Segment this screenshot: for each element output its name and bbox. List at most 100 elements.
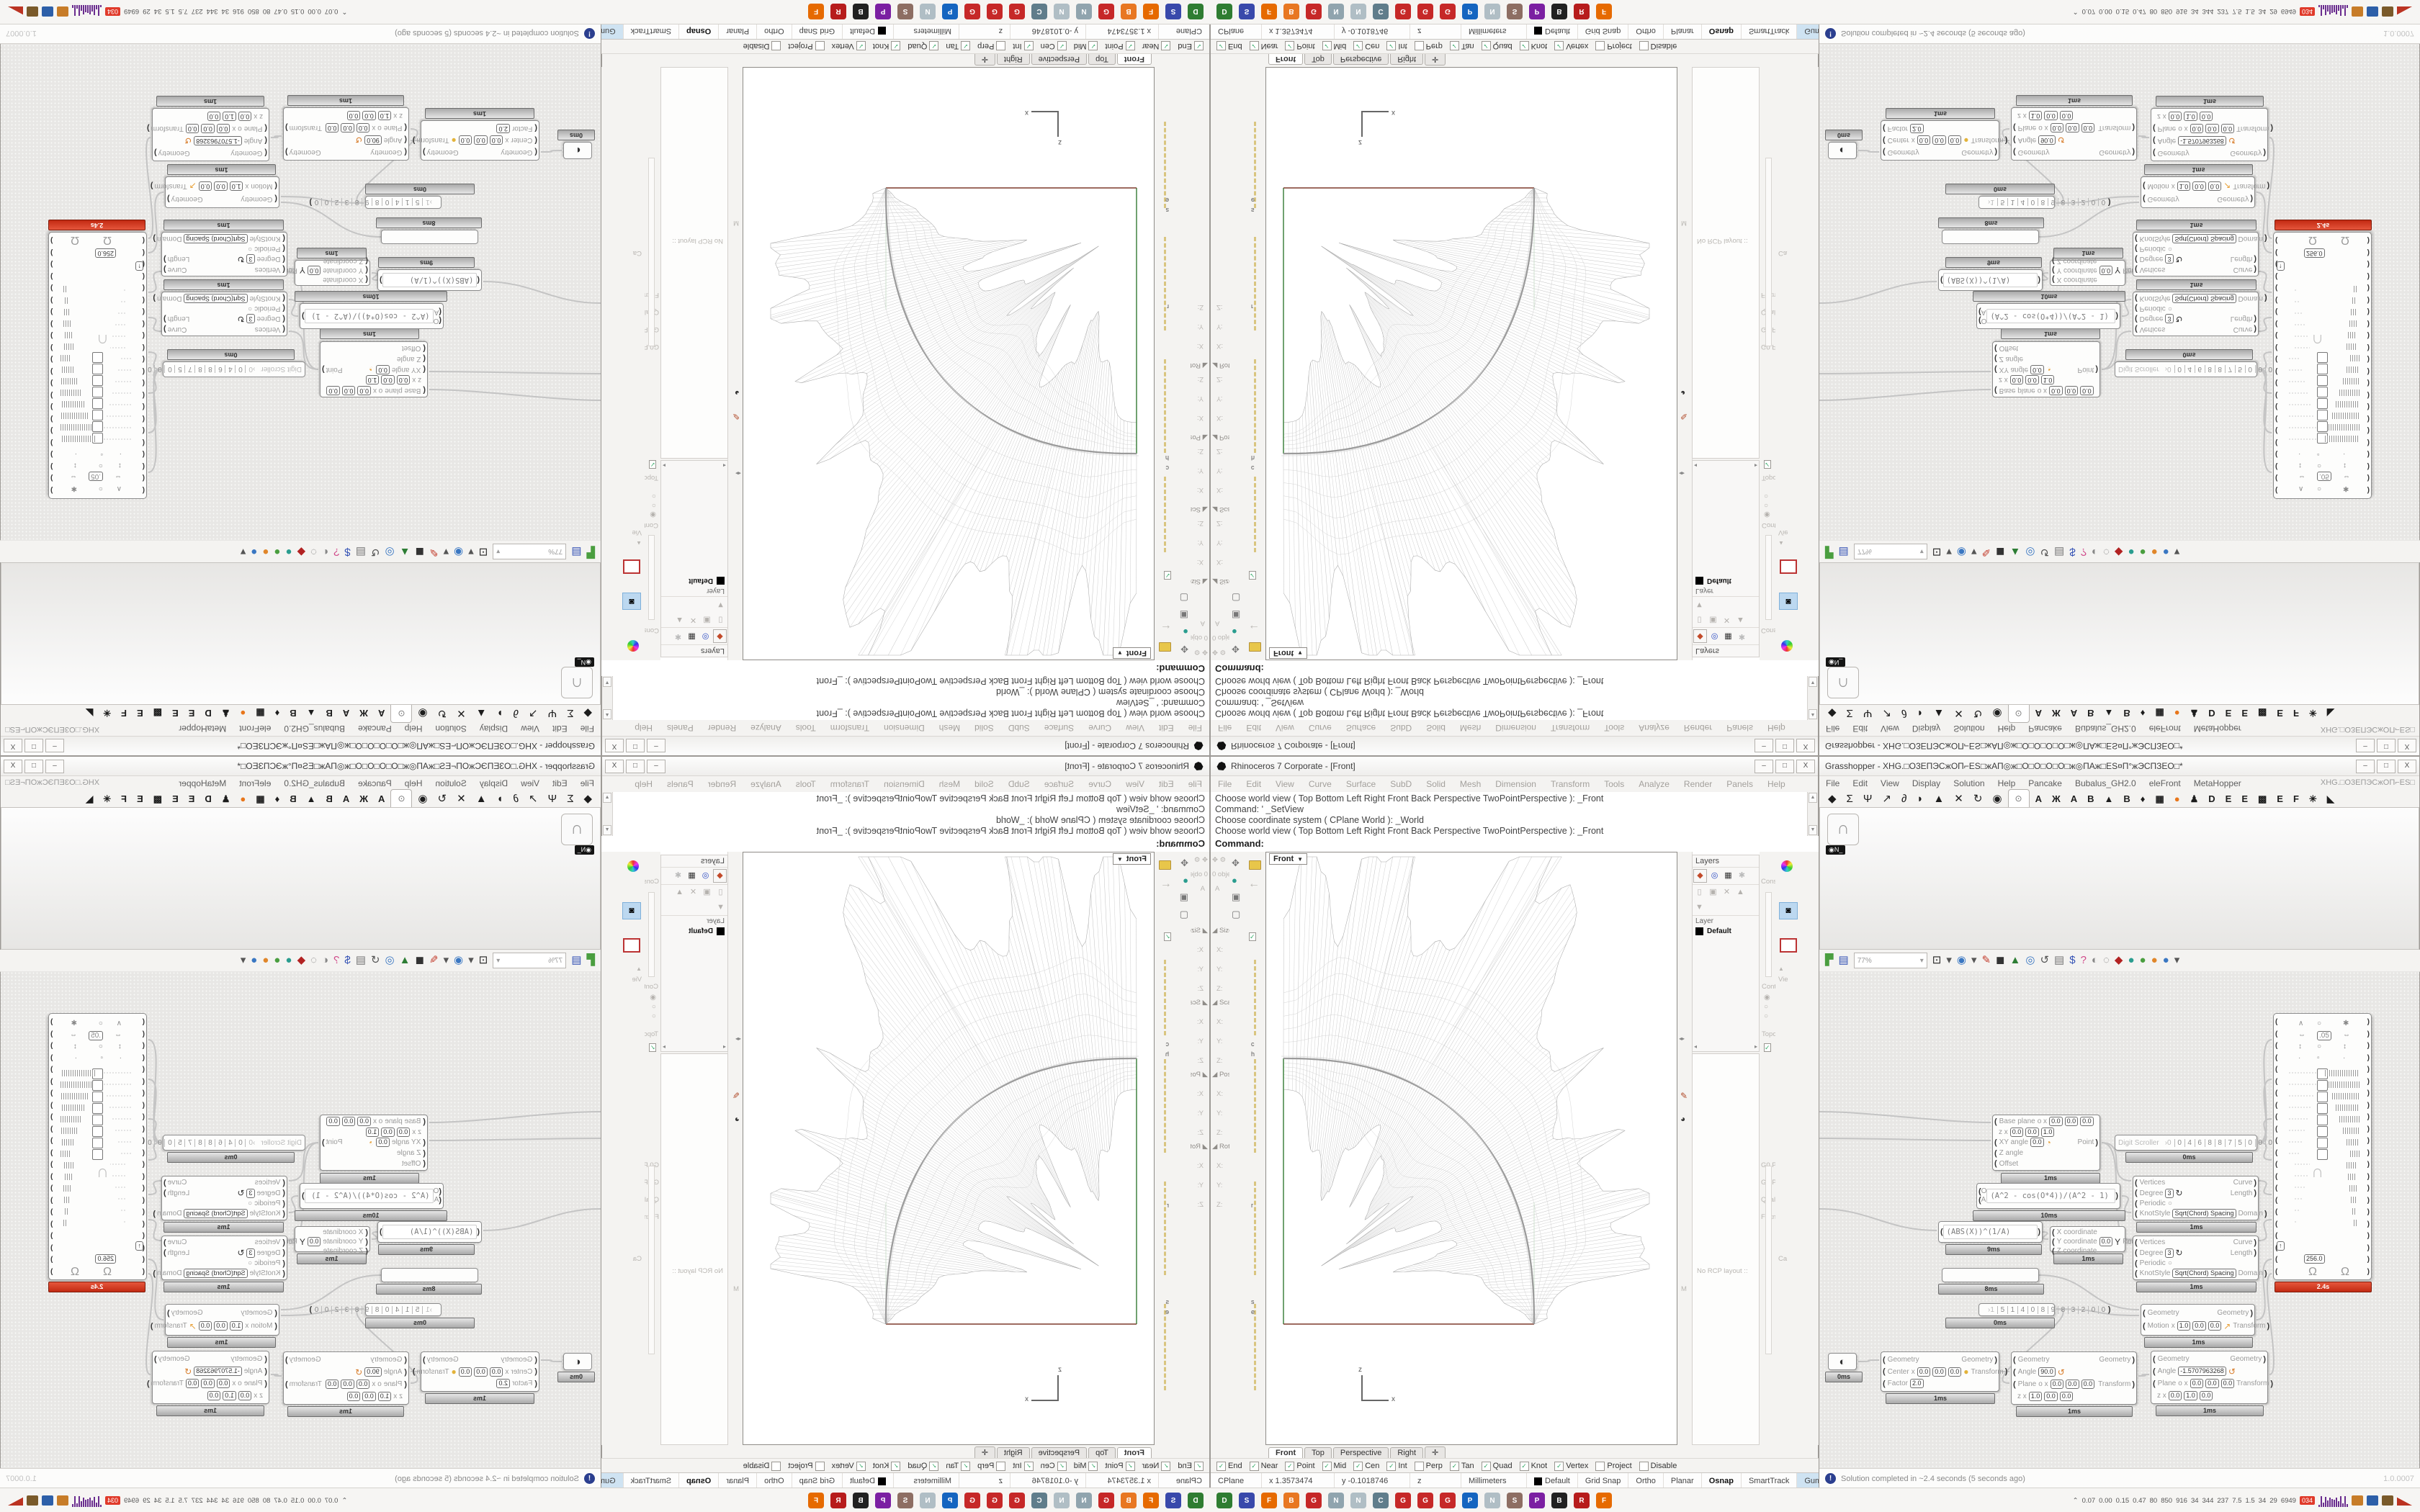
palette-component-icon[interactable]: ∩ xyxy=(561,814,593,845)
rotate-component-2[interactable]: (Geometry Geometry)(Angle -1.5707963268 ↺ (… xyxy=(147,108,269,161)
obj-axes-icon[interactable]: ▲ xyxy=(2009,546,2021,558)
digit-cell[interactable]: 3 xyxy=(2067,1305,2078,1314)
osnap-checkbox-mid[interactable]: ✓ xyxy=(1088,41,1098,51)
gh-plugin-tab[interactable]: A xyxy=(378,708,385,719)
save-file-icon[interactable]: ▤ xyxy=(571,546,582,558)
layers-tool-icon[interactable]: ▯ xyxy=(718,616,723,624)
digit-cell[interactable]: 8 xyxy=(2057,198,2068,207)
status-toggle-smarttrack[interactable]: SmartTrack xyxy=(1742,1473,1798,1489)
help-box-icon[interactable]: ? xyxy=(333,954,340,966)
ellipsoid-teal-icon[interactable]: ● xyxy=(2128,954,2135,966)
layers-tool-icon[interactable]: ▲ xyxy=(1736,616,1744,624)
menu-item[interactable]: Surface xyxy=(1345,723,1376,733)
gh-plugin-tab[interactable]: B xyxy=(326,708,333,719)
value-field[interactable]: 0.0 xyxy=(2044,111,2058,121)
window-button[interactable]: X xyxy=(4,739,22,753)
value-field[interactable]: 1.0 xyxy=(223,1390,236,1400)
osnap-checkbox-project[interactable] xyxy=(1595,41,1605,51)
taskbar-icon-gear-red[interactable]: G xyxy=(1395,4,1411,19)
menu-item[interactable]: Analyze xyxy=(1639,779,1670,789)
viewport-tab-top[interactable]: Top xyxy=(1088,1447,1116,1458)
menu-item[interactable]: Tools xyxy=(1604,779,1625,789)
menu-item[interactable]: Dimension xyxy=(884,723,925,733)
construct-point[interactable]: (X coordinate (Y coordinate0.0YPoint)(Z … xyxy=(2050,1226,2143,1256)
osnap-checkbox-vertex[interactable]: ✓ xyxy=(1554,1461,1564,1471)
value-field[interactable]: 0.0 xyxy=(381,1127,395,1137)
taskbar-icon-purple-app[interactable]: P xyxy=(875,4,891,19)
caret-icon[interactable]: ▾ xyxy=(1971,954,1977,966)
checkbox[interactable] xyxy=(92,387,103,397)
gh-plugin-tab[interactable]: B xyxy=(2087,793,2094,804)
scroll-arrows[interactable]: ◂▸ xyxy=(735,470,741,477)
value-field[interactable]: 0.0 xyxy=(2050,122,2064,132)
gh-menu-item[interactable]: Edit xyxy=(552,724,568,734)
osnap-checkbox-cen[interactable]: ✓ xyxy=(1353,41,1363,51)
menu-item[interactable]: Analyze xyxy=(750,779,781,789)
layers-tab-icons[interactable]: ◆ ◎ ▦ ✱ xyxy=(1693,627,1759,644)
palette-component-icon[interactable]: ∩ xyxy=(1827,667,1859,698)
digit-cell[interactable]: 9 xyxy=(2047,1305,2058,1314)
osnap-checkbox-mid[interactable]: ✓ xyxy=(1322,41,1332,51)
gh-menu-item[interactable]: MetaHopper xyxy=(2193,778,2241,788)
gh-menu-item[interactable]: Solution xyxy=(1953,724,1985,734)
folder-icon[interactable] xyxy=(1159,860,1171,870)
taskbar-icon-notepad[interactable]: N xyxy=(920,1493,936,1508)
back-arrow-icon[interactable]: ← xyxy=(1160,622,1172,634)
value-field[interactable]: 0.0 xyxy=(2099,1237,2113,1246)
checkbox[interactable] xyxy=(2317,1115,2328,1125)
back-arrow-icon[interactable]: ← xyxy=(1248,622,1260,634)
gh-plugin-tab[interactable]: ♦ xyxy=(274,793,280,804)
heavy-cluster[interactable]: ()()()()()()()()()()()()()()()()()()()()… xyxy=(2273,232,2372,499)
digit-cell[interactable]: 0 xyxy=(155,365,166,374)
digit-cell[interactable]: 6 xyxy=(2194,1138,2205,1147)
taskbar-icon-bw-app[interactable]: B xyxy=(1551,1493,1567,1508)
taskbar-icon-calculator[interactable]: C xyxy=(1031,1493,1047,1508)
layers-tab-icon[interactable]: ▦ xyxy=(1724,632,1732,641)
compass-icon[interactable]: ✥ xyxy=(1232,644,1240,654)
digit-cell[interactable]: 8 xyxy=(352,198,363,207)
value-field[interactable]: 0.0 xyxy=(2168,1390,2182,1400)
menu-item[interactable]: View xyxy=(1126,723,1144,733)
caret-icon[interactable]: ▾ xyxy=(2174,546,2180,558)
gh-menu-item[interactable]: Edit xyxy=(1852,724,1868,734)
sketch-pen-icon[interactable]: ✎ xyxy=(1981,546,1991,558)
checkbox[interactable] xyxy=(2317,1080,2328,1091)
expression-1[interactable]: (O(A (A^2 - cos(O*4))/(A^2 - 1)) xyxy=(1976,303,2120,329)
layers-tab-icon[interactable]: ▦ xyxy=(688,632,696,641)
value-field[interactable]: 0.0 xyxy=(2208,1321,2222,1331)
checkbox[interactable] xyxy=(2317,1092,2328,1102)
digit-cell[interactable]: 0 xyxy=(2087,1305,2098,1314)
window-button[interactable]: X xyxy=(2398,739,2416,753)
status-toggle-planar[interactable]: Planar xyxy=(718,1473,757,1489)
ink-sphere-icon[interactable]: ◕ xyxy=(734,388,740,398)
menu-item[interactable]: SubD xyxy=(1008,779,1030,789)
photo-icon[interactable]: ▣ xyxy=(1232,610,1241,621)
photo-icon[interactable]: ▣ xyxy=(1232,891,1241,902)
gh-tab-icon[interactable]: ∂ xyxy=(513,707,519,719)
gh-canvas[interactable]: (Base plane o x 0.0 0.0 0.0 z x 0.0 0.0 1.0 (XY… xyxy=(1819,971,2419,1468)
move-component[interactable]: (Geometry Geometry)(Motion x 1.0 0.0 0.0 ↗ Tran… xyxy=(2141,176,2269,208)
gh-canvas[interactable]: (Base plane o x 0.0 0.0 0.0 z x 0.0 0.0 1.0 (XY… xyxy=(1819,44,2419,541)
value-field[interactable]: 0.0 xyxy=(326,1117,340,1127)
digit-cell[interactable]: 0 xyxy=(2264,1138,2275,1147)
digit-cell[interactable]: 8 xyxy=(372,1305,383,1314)
checkbox[interactable] xyxy=(2317,352,2328,363)
canvas-zoom-field[interactable]: 77% ▾ xyxy=(493,953,567,968)
value-field[interactable]: 0.0 xyxy=(362,111,376,121)
viewport-tab-right[interactable]: Right xyxy=(1390,54,1424,65)
gh-plugin-tab[interactable]: E xyxy=(137,793,143,804)
status-toggle-osnap[interactable]: Osnap xyxy=(1701,23,1742,39)
value-field[interactable]: 0.0 xyxy=(2064,1117,2079,1127)
plane-component[interactable]: (Base plane o x 0.0 0.0 0.0 z x 0.0 0.0 1.0 (XY… xyxy=(320,341,428,397)
layers-hscroll2[interactable]: ▸ xyxy=(663,1043,666,1050)
menu-item[interactable]: File xyxy=(1218,723,1232,733)
gh-plugin-tab[interactable]: ● xyxy=(2174,793,2180,804)
layers-hscroll[interactable]: ◂ xyxy=(1694,1043,1698,1050)
value-field[interactable]: 0.0 xyxy=(1917,1367,1931,1377)
layers-toolbar[interactable]: ▯ ▣ ✕ ▲ ▼ xyxy=(1693,596,1759,627)
gh-menu-item[interactable]: eleFront xyxy=(239,778,272,788)
layers-tab-icon[interactable]: ◎ xyxy=(1711,632,1718,641)
camera-icon[interactable]: ◙ xyxy=(622,902,641,919)
expression-1[interactable]: (O(A (A^2 - cos(O*4))/(A^2 - 1)) xyxy=(1976,1183,2120,1209)
layer-color-swatch[interactable] xyxy=(717,927,725,935)
